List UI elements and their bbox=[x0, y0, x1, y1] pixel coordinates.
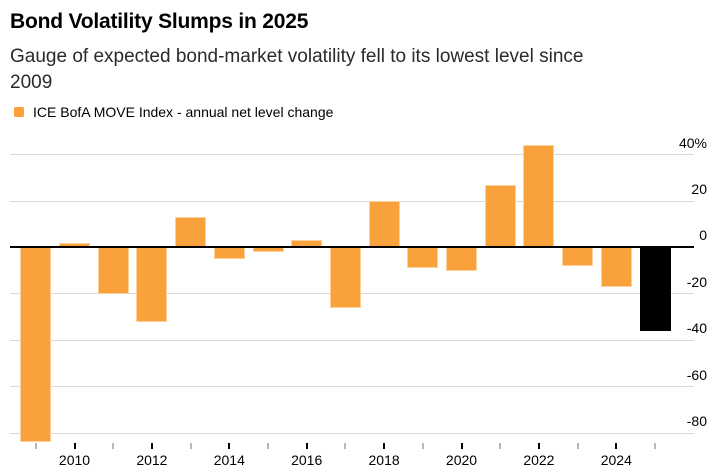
gridline--60 bbox=[10, 386, 694, 388]
bar-2021 bbox=[484, 184, 516, 248]
x-axis-label-2022: 2022 bbox=[523, 452, 555, 468]
x-tick-2012 bbox=[150, 443, 153, 449]
chart-subtitle: Gauge of expected bond-market volatility… bbox=[10, 44, 583, 96]
x-tick-2022 bbox=[537, 443, 540, 449]
bar-2012 bbox=[136, 247, 168, 322]
chart-title: Bond Volatility Slumps in 2025 bbox=[10, 10, 309, 33]
subtitle-line-2: 2009 bbox=[10, 72, 53, 93]
x-tick-2011 bbox=[112, 443, 115, 449]
legend: ICE BofA MOVE Index - annual net level c… bbox=[14, 104, 333, 120]
x-tick-2023 bbox=[576, 443, 579, 449]
bar-2009 bbox=[20, 247, 52, 443]
subtitle-line-1: Gauge of expected bond-market volatility… bbox=[10, 46, 584, 67]
y-axis-label-0: 0 bbox=[699, 227, 707, 244]
x-tick-2014 bbox=[228, 443, 231, 449]
bar-2019 bbox=[407, 247, 439, 269]
gridline-40 bbox=[10, 154, 694, 156]
bar-2025 bbox=[639, 247, 671, 331]
y-axis-label-20: 20 bbox=[691, 181, 707, 198]
zero-axis-line bbox=[10, 246, 694, 249]
x-tick-2010 bbox=[73, 443, 76, 449]
x-tick-2025 bbox=[654, 443, 656, 449]
gridline--40 bbox=[10, 339, 694, 341]
x-axis-label-2020: 2020 bbox=[445, 452, 478, 468]
x-tick-2015 bbox=[267, 443, 269, 449]
bar-2017 bbox=[329, 247, 361, 308]
bar-2018 bbox=[368, 201, 400, 248]
x-tick-2018 bbox=[383, 443, 386, 449]
y-axis-label--20: -20 bbox=[686, 273, 707, 290]
x-tick-2016 bbox=[305, 443, 308, 449]
y-axis-label--80: -80 bbox=[686, 413, 707, 430]
x-tick-2019 bbox=[421, 443, 424, 449]
x-tick-2009 bbox=[34, 443, 37, 449]
y-axis-label-40: 40% bbox=[678, 134, 707, 151]
x-axis-label-2018: 2018 bbox=[368, 452, 400, 468]
x-axis-label-2024: 2024 bbox=[600, 452, 632, 468]
bar-2013 bbox=[175, 217, 207, 248]
bar-2014 bbox=[213, 247, 245, 259]
x-tick-2024 bbox=[615, 443, 618, 449]
legend-swatch-icon bbox=[14, 107, 24, 117]
y-axis-label--40: -40 bbox=[686, 320, 707, 337]
legend-label: ICE BofA MOVE Index - annual net level c… bbox=[33, 104, 334, 120]
x-axis-label-2010: 2010 bbox=[58, 452, 91, 468]
x-tick-2020 bbox=[460, 443, 463, 449]
y-axis-label--60: -60 bbox=[686, 366, 707, 383]
x-axis-label-2012: 2012 bbox=[136, 452, 168, 468]
x-tick-2017 bbox=[344, 443, 347, 449]
x-tick-2013 bbox=[189, 443, 192, 449]
bar-2022 bbox=[523, 145, 555, 248]
x-tick-2021 bbox=[499, 443, 502, 449]
gridline-20 bbox=[10, 200, 694, 202]
gridline--80 bbox=[10, 432, 694, 434]
bar-2020 bbox=[446, 247, 477, 271]
bar-2011 bbox=[97, 247, 129, 294]
x-axis-label-2014: 2014 bbox=[213, 452, 245, 468]
bar-2023 bbox=[562, 247, 594, 266]
x-axis-label-2016: 2016 bbox=[291, 452, 323, 468]
bar-2024 bbox=[600, 247, 632, 287]
